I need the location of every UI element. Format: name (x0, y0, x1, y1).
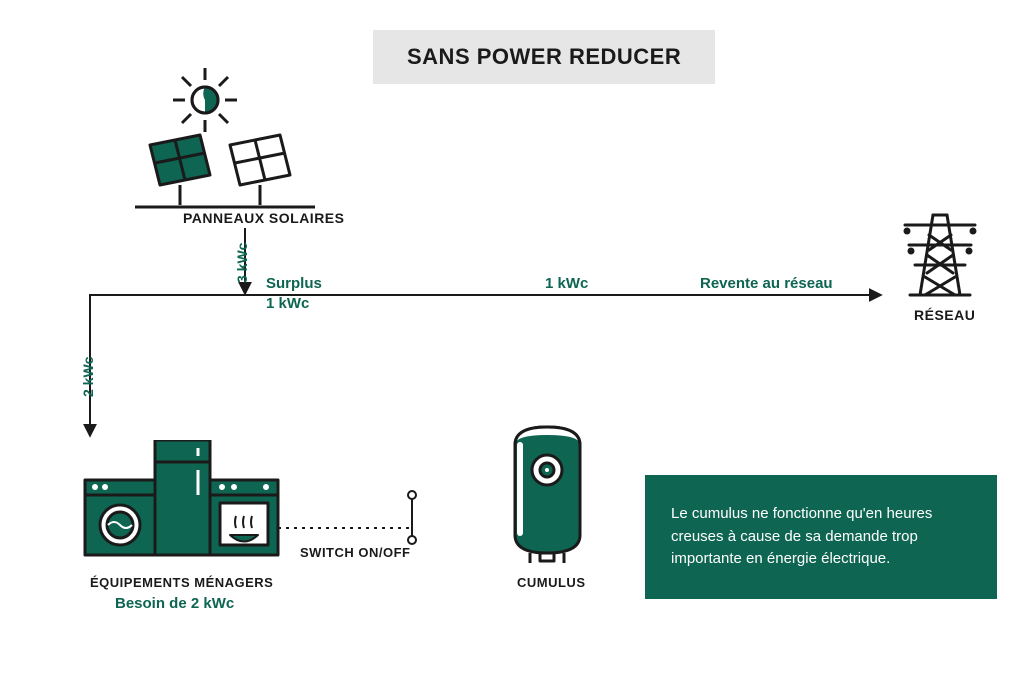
info-box: Le cumulus ne fonctionne qu'en heures cr… (645, 475, 997, 599)
cumulus-icon (500, 425, 595, 570)
info-text: Le cumulus ne fonctionne qu'en heures cr… (671, 505, 932, 567)
appliances-label: ÉQUIPEMENTS MÉNAGERS (90, 575, 273, 590)
flow-3kwc-label: 3 kWc (234, 243, 250, 283)
flow-2kwc-label: 2 kWc (80, 357, 96, 397)
appliances-need-label: Besoin de 2 kWc (115, 595, 234, 612)
surplus-label-2: 1 kWc (266, 295, 309, 312)
mid-flow-label: 1 kWc (545, 275, 588, 292)
cumulus-label: CUMULUS (517, 575, 586, 590)
resale-label: Revente au réseau (700, 275, 833, 292)
switch-label: SWITCH ON/OFF (300, 545, 411, 560)
appliances-icon (80, 440, 285, 570)
surplus-label-1: Surplus (266, 275, 322, 292)
